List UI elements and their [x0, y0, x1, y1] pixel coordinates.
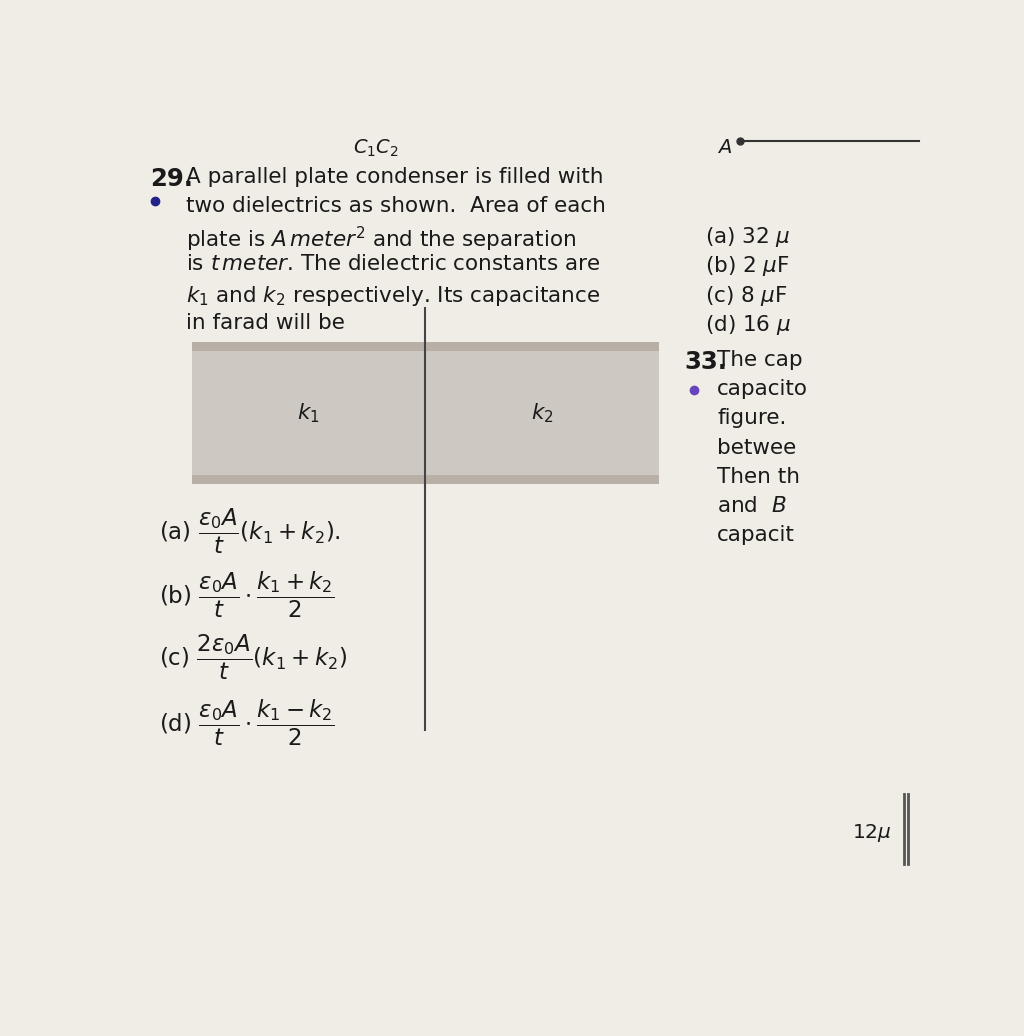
- Text: and  $B$: and $B$: [717, 496, 786, 516]
- Text: (c) $\dfrac{2\varepsilon_0 A}{t}(k_1+k_2)$: (c) $\dfrac{2\varepsilon_0 A}{t}(k_1+k_2…: [159, 633, 347, 683]
- Text: figure.: figure.: [717, 408, 786, 429]
- Bar: [191, 342, 658, 351]
- Text: (b) 2 $\mu$F: (b) 2 $\mu$F: [706, 255, 790, 279]
- Text: The cap: The cap: [717, 350, 803, 370]
- Text: $k_1$ and $k_2$ respectively. Its capacitance: $k_1$ and $k_2$ respectively. Its capaci…: [186, 284, 600, 308]
- Text: (a) $\dfrac{\varepsilon_0 A}{t}(k_1+k_2).$: (a) $\dfrac{\varepsilon_0 A}{t}(k_1+k_2)…: [159, 507, 341, 556]
- Text: (b) $\dfrac{\varepsilon_0 A}{t}\cdot\dfrac{k_1+k_2}{2}$: (b) $\dfrac{\varepsilon_0 A}{t}\cdot\dfr…: [159, 570, 335, 621]
- Text: plate is $A\,meter^2$ and the separation: plate is $A\,meter^2$ and the separation: [186, 225, 577, 255]
- Text: (a) 32 $\mu$: (a) 32 $\mu$: [706, 225, 792, 250]
- Text: $k_1$: $k_1$: [297, 401, 319, 425]
- Text: $C_1C_2$: $C_1C_2$: [353, 138, 399, 160]
- Text: (d) 16 $\mu$: (d) 16 $\mu$: [706, 313, 792, 337]
- Bar: [191, 474, 658, 484]
- Text: $12\mu$: $12\mu$: [852, 822, 891, 843]
- Text: $A$: $A$: [717, 138, 732, 157]
- Text: $k_2$: $k_2$: [530, 401, 553, 425]
- Text: 33.: 33.: [684, 350, 727, 374]
- Text: (d) $\dfrac{\varepsilon_0 A}{t}\cdot\dfrac{k_1-k_2}{2}$: (d) $\dfrac{\varepsilon_0 A}{t}\cdot\dfr…: [159, 698, 335, 748]
- Text: in farad will be: in farad will be: [186, 313, 345, 333]
- Text: capacit: capacit: [717, 525, 795, 546]
- Text: capacito: capacito: [717, 379, 808, 399]
- Text: 29.: 29.: [150, 167, 193, 191]
- Text: is $t\,meter$. The dielectric constants are: is $t\,meter$. The dielectric constants …: [186, 255, 600, 275]
- Text: Then th: Then th: [717, 467, 800, 487]
- Text: A parallel plate condenser is filled with: A parallel plate condenser is filled wit…: [186, 167, 603, 186]
- Bar: [191, 351, 658, 474]
- Text: two dielectrics as shown.  Area of each: two dielectrics as shown. Area of each: [186, 196, 606, 215]
- Text: (c) 8 $\mu$F: (c) 8 $\mu$F: [706, 284, 788, 308]
- Text: betwee: betwee: [717, 437, 797, 458]
